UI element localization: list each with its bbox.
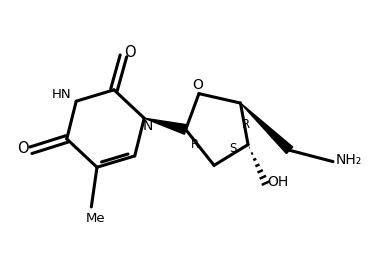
Text: N: N bbox=[143, 119, 153, 133]
Polygon shape bbox=[144, 118, 187, 134]
Text: HN: HN bbox=[52, 88, 72, 101]
Text: O: O bbox=[193, 78, 204, 92]
Text: O: O bbox=[124, 45, 136, 60]
Text: S: S bbox=[229, 142, 236, 155]
Text: Me: Me bbox=[85, 212, 105, 226]
Text: R: R bbox=[242, 118, 250, 132]
Text: O: O bbox=[17, 141, 28, 156]
Text: R: R bbox=[191, 138, 199, 151]
Polygon shape bbox=[241, 103, 293, 154]
Text: NH₂: NH₂ bbox=[336, 153, 362, 167]
Text: OH: OH bbox=[268, 175, 289, 189]
